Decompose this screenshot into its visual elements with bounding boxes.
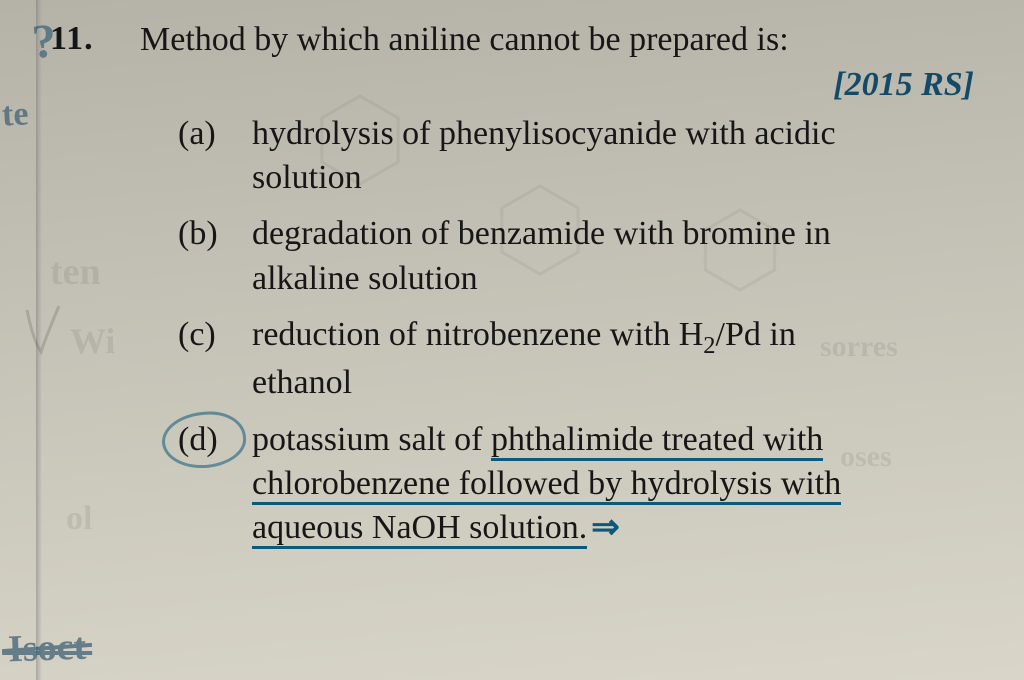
bleed-through-text: ol [66, 500, 92, 538]
option-c-post: /Pd in [716, 316, 796, 353]
margin-handwriting: te [1, 95, 29, 134]
option-a-text: hydrolysis of phenylisocyanide with acid… [252, 112, 994, 200]
option-d: (d) potassium salt of phthalimide treate… [178, 418, 994, 551]
question-stem: Method by which aniline cannot be prepar… [140, 20, 994, 60]
option-b-text: degradation of benzamide with bromine in… [252, 212, 994, 300]
question-header-row: ? 11. Method by which aniline cannot be … [50, 20, 994, 60]
option-b-line2: alkaline solution [252, 260, 478, 297]
year-tag: [2015 RS] [50, 66, 974, 104]
option-d-letter: (d) [178, 418, 234, 551]
option-c-text: reduction of nitrobenzene with H2/Pd in … [252, 313, 994, 406]
options-block: (a) hydrolysis of phenylisocyanide with … [178, 112, 994, 550]
option-a: (a) hydrolysis of phenylisocyanide with … [178, 112, 994, 200]
option-d-text: potassium salt of phthalimide treated wi… [252, 418, 994, 551]
option-d-l2-underlined: chlorobenzene followed by hydrolysis wit… [252, 465, 841, 505]
handwritten-question-mark: ? [30, 13, 59, 70]
option-c: (c) reduction of nitrobenzene with H2/Pd… [178, 313, 994, 406]
option-d-l3-underlined: aqueous NaOH solution. [252, 509, 587, 549]
option-c-sub: 2 [703, 332, 715, 359]
option-b: (b) degradation of benzamide with bromin… [178, 212, 994, 300]
option-d-l1b-underlined: phthalimide treated with [491, 421, 823, 461]
option-c-line2: ethanol [252, 364, 352, 401]
option-b-letter: (b) [178, 212, 234, 300]
bleed-through-text: Wi [70, 320, 115, 362]
option-b-line1: degradation of benzamide with bromine in [252, 215, 831, 252]
option-a-line2: solution [252, 159, 362, 196]
question-number: ? 11. [50, 20, 122, 58]
bleed-through-text: ten [50, 250, 101, 294]
option-c-pre: reduction of nitrobenzene with H [252, 316, 703, 353]
option-a-letter: (a) [178, 112, 234, 200]
option-c-letter: (c) [178, 313, 234, 406]
margin-tick-mark [22, 300, 64, 360]
bottom-handwriting-text: Isoct [7, 625, 87, 672]
option-a-line1: hydrolysis of phenylisocyanide with acid… [252, 115, 836, 152]
bottom-handwriting: Isoct [7, 625, 87, 672]
arrow-icon: ⇒ [591, 509, 620, 546]
option-d-l1a: potassium salt of [252, 421, 491, 458]
